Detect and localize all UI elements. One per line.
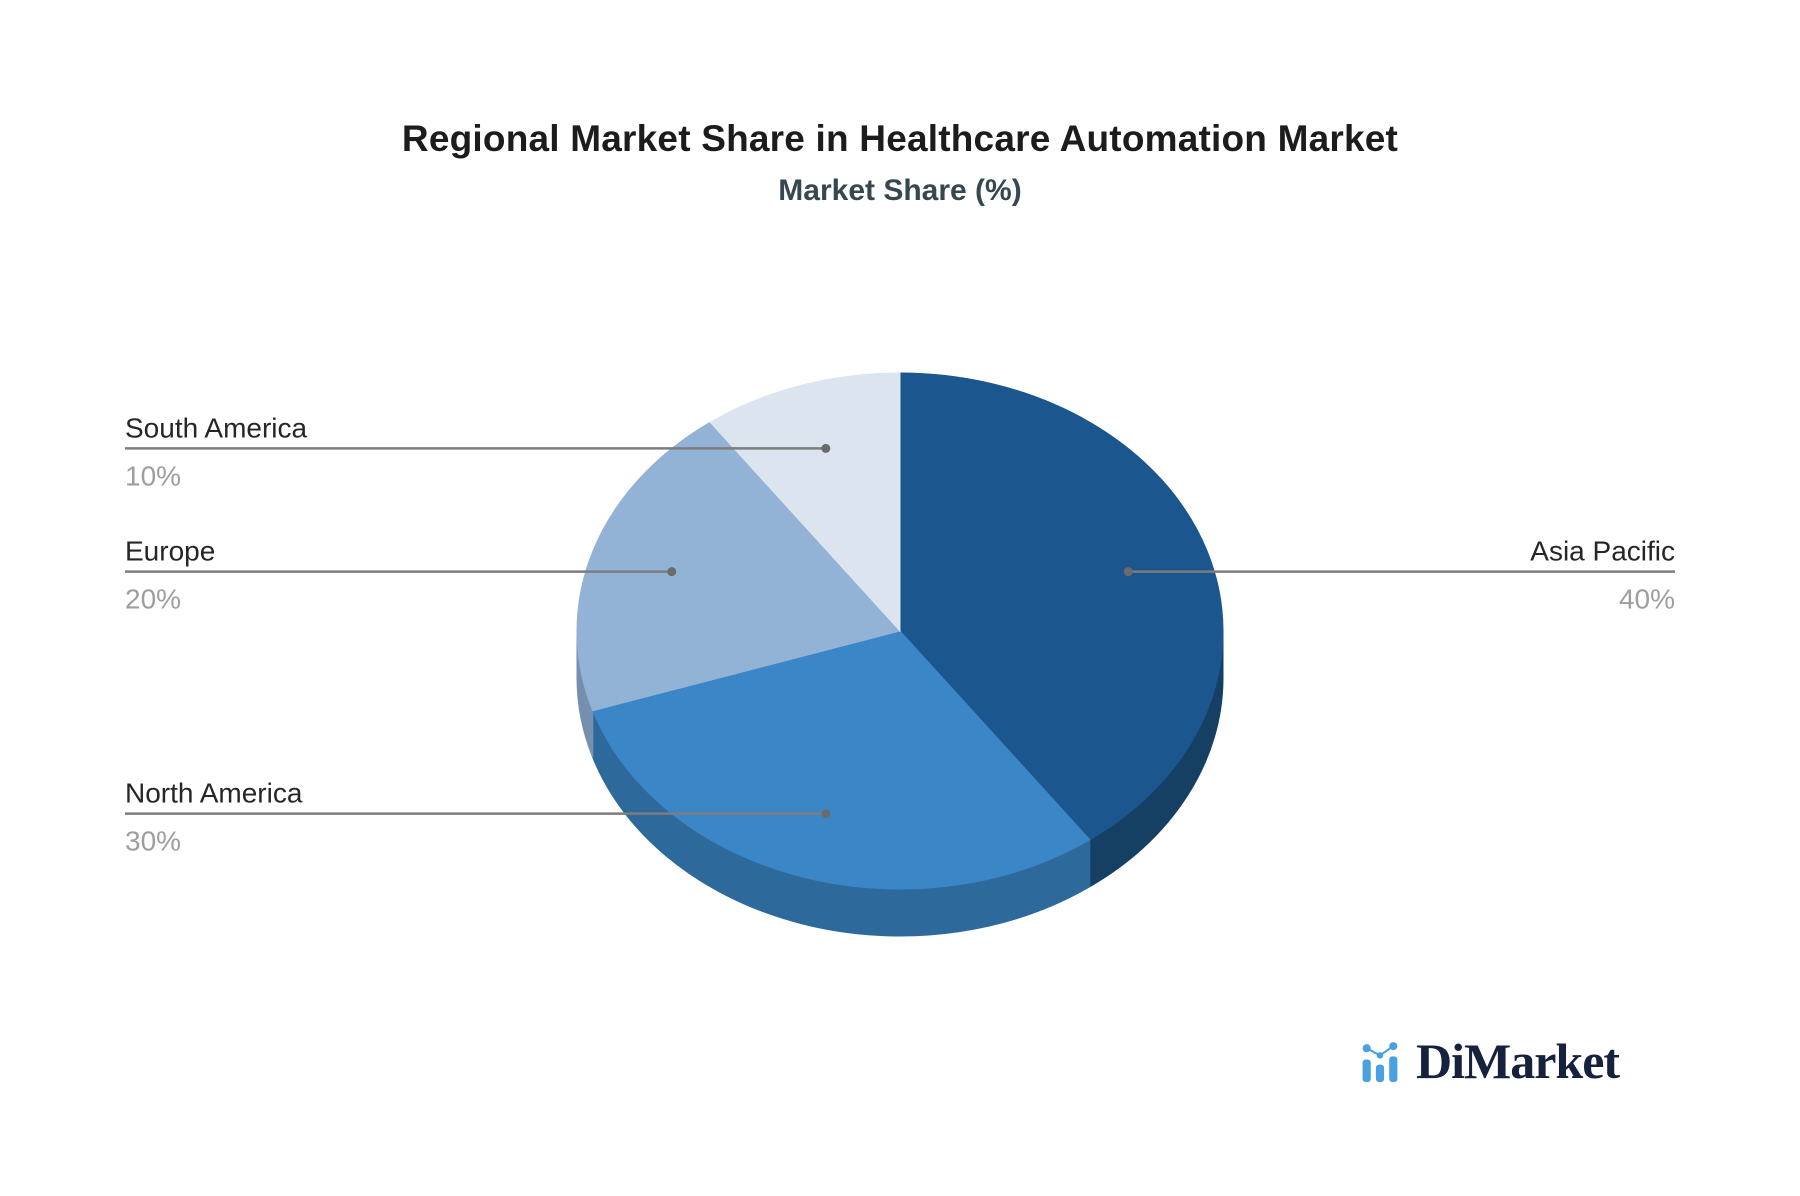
- label-dot-asia-pacific: [1123, 567, 1133, 577]
- brand-logo: DiMarket: [1358, 1033, 1620, 1089]
- chart-header: Regional Market Share in Healthcare Auto…: [0, 0, 1800, 208]
- pie-slice-asia-pacific[interactable]: [899, 372, 1224, 841]
- slice-label-south-america: South America: [125, 412, 308, 443]
- slice-label-europe: Europe: [125, 536, 215, 567]
- label-dot-north-america: [821, 809, 831, 819]
- chart-subtitle: Market Share (%): [778, 174, 1022, 207]
- slice-label-north-america: North America: [125, 778, 303, 809]
- brand-name: DiMarket: [1416, 1033, 1620, 1089]
- chart-title: Regional Market Share in Healthcare Auto…: [401, 118, 1399, 159]
- label-dot-south-america: [821, 443, 831, 453]
- pie-slice-south-america[interactable]: [709, 372, 901, 633]
- pie-slice-north-america[interactable]: [592, 630, 1091, 890]
- slice-pct-south-america: 10%: [125, 460, 181, 491]
- slice-pct-europe: 20%: [125, 584, 181, 615]
- slice-label-asia-pacific: Asia Pacific: [1530, 536, 1675, 567]
- label-dot-europe: [667, 567, 677, 577]
- slice-pct-asia-pacific: 40%: [1619, 584, 1675, 615]
- bar-line-chart-icon: [1362, 1042, 1398, 1082]
- slice-pct-north-america: 30%: [125, 826, 181, 857]
